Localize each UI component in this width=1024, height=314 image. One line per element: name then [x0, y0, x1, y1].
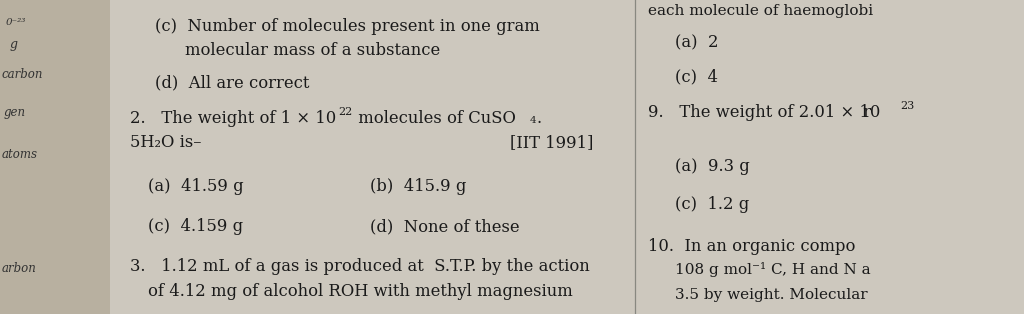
Text: 2.   The weight of 1 × 10: 2. The weight of 1 × 10 — [130, 110, 336, 127]
Text: 9.   The weight of 2.01 × 10: 9. The weight of 2.01 × 10 — [648, 104, 881, 121]
Text: 3.   1.12 mL of a gas is produced at  S.T.P. by the action: 3. 1.12 mL of a gas is produced at S.T.P… — [130, 258, 590, 275]
Text: molecular mass of a substance: molecular mass of a substance — [185, 42, 440, 59]
Text: each molecule of haemoglobi: each molecule of haemoglobi — [648, 4, 873, 18]
Text: (a)  2: (a) 2 — [675, 34, 719, 51]
Text: molecules of CuSO: molecules of CuSO — [353, 110, 516, 127]
Text: 4: 4 — [530, 116, 537, 125]
Text: (c)  Number of molecules present in one gram: (c) Number of molecules present in one g… — [155, 18, 540, 35]
Text: 22: 22 — [338, 107, 352, 117]
Text: (d)  All are correct: (d) All are correct — [155, 74, 309, 91]
Text: r: r — [858, 104, 871, 121]
Text: (c)  4: (c) 4 — [675, 68, 718, 85]
Text: [IIT 1991]: [IIT 1991] — [510, 134, 593, 151]
Text: (d)  None of these: (d) None of these — [370, 218, 519, 235]
Text: (a)  9.3 g: (a) 9.3 g — [675, 158, 750, 175]
Text: (b)  415.9 g: (b) 415.9 g — [370, 178, 466, 195]
Text: g: g — [10, 38, 18, 51]
Text: 108 g mol⁻¹ C, H and N a: 108 g mol⁻¹ C, H and N a — [675, 262, 870, 277]
Text: 10.  In an organic compo: 10. In an organic compo — [648, 238, 855, 255]
Text: (c)  1.2 g: (c) 1.2 g — [675, 196, 750, 213]
Text: 5H₂O is–: 5H₂O is– — [130, 134, 202, 151]
Text: 23: 23 — [900, 101, 914, 111]
Text: atoms: atoms — [2, 148, 38, 161]
Text: 3.5 by weight. Molecular: 3.5 by weight. Molecular — [675, 288, 872, 302]
Text: .: . — [537, 110, 542, 127]
Text: (a)  41.59 g: (a) 41.59 g — [148, 178, 244, 195]
Bar — [0, 0, 110, 314]
Text: of 4.12 mg of alcohol ROH with methyl magnesium: of 4.12 mg of alcohol ROH with methyl ma… — [148, 283, 572, 300]
Text: carbon: carbon — [2, 68, 43, 81]
Text: 0⁻²³: 0⁻²³ — [6, 18, 27, 27]
Text: gen: gen — [4, 106, 27, 119]
Text: (c)  4.159 g: (c) 4.159 g — [148, 218, 243, 235]
Text: arbon: arbon — [2, 262, 37, 275]
